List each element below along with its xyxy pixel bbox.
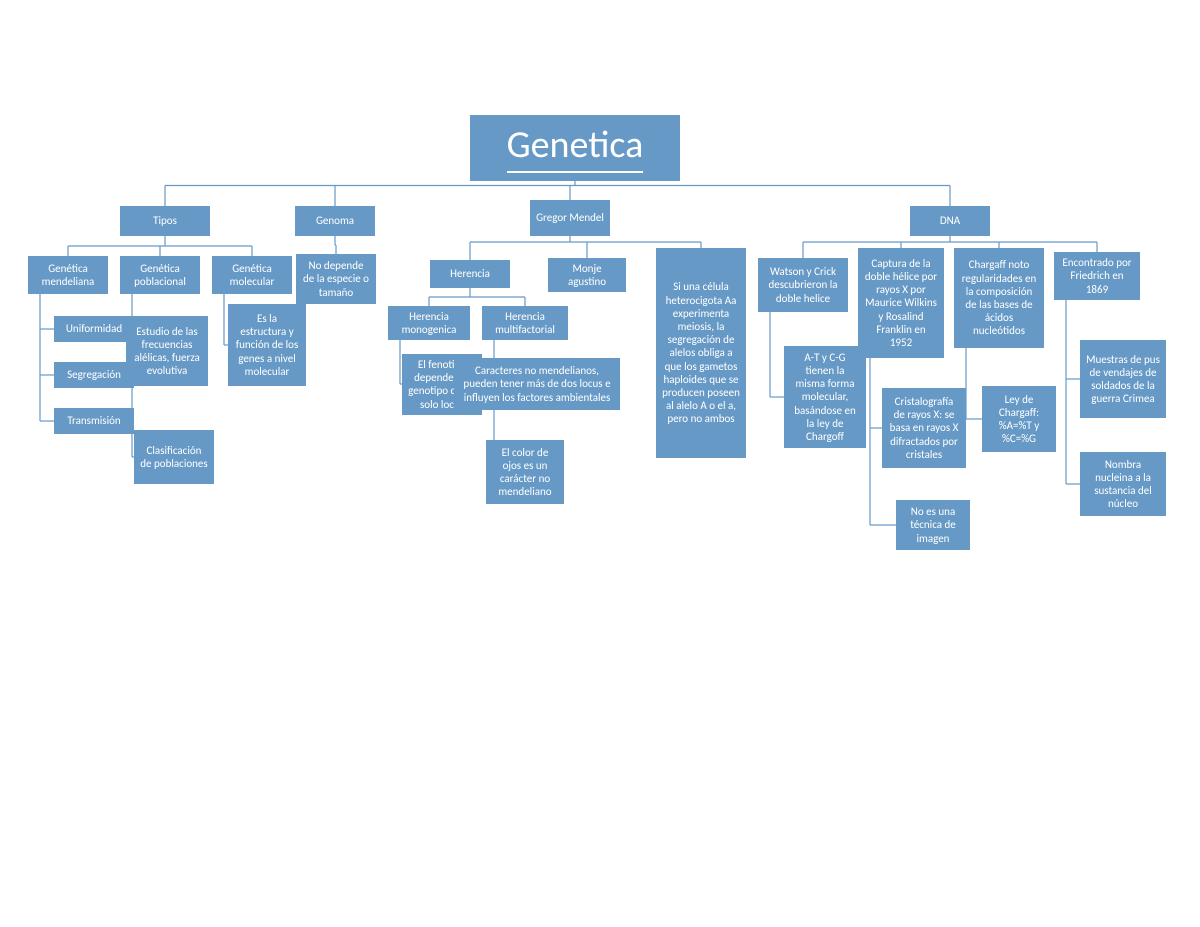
- node-molecular: Genética molecular: [212, 256, 292, 294]
- node-uniformidad: Uniformidad: [54, 316, 134, 342]
- node-at_cg: A-T y C-G tienen la misma forma molecula…: [784, 346, 866, 448]
- node-chargaff_reg: Chargaff noto regularidades en la compos…: [954, 248, 1044, 348]
- node-ley_chargaff: Ley de Chargaff: %A=%T y %C=%G: [982, 386, 1056, 452]
- node-estructura: Es la estructura y función de los genes …: [228, 304, 306, 386]
- node-root: Genetica: [470, 115, 680, 181]
- node-herencia: Herencia: [430, 260, 510, 288]
- node-monje: Monje agustino: [548, 258, 626, 292]
- node-genoma: Genoma: [295, 206, 375, 236]
- title-text: Genetica: [507, 123, 644, 173]
- node-pus: Muestras de pus de vendajes de soldados …: [1080, 340, 1166, 418]
- node-clasif: Clasificación de poblaciones: [134, 430, 214, 484]
- node-frecuencias: Estudio de las frecuencias alélicas, fue…: [126, 316, 208, 386]
- node-cristal: Cristalografía de rayos X: se basa en ra…: [882, 388, 966, 468]
- node-transmision: Transmisión: [54, 408, 134, 434]
- node-captura: Captura de la doble hélice por rayos X p…: [858, 248, 944, 358]
- node-celula: Si una célula heterocigota Aa experiment…: [656, 248, 746, 458]
- node-ojos: El color de ojos es un carácter no mende…: [486, 440, 564, 504]
- node-no_tecnica: No es una técnica de imagen: [896, 500, 970, 550]
- node-watson: Watson y Crick descubrieron la doble hel…: [758, 258, 848, 312]
- node-poblacional: Genética poblacional: [120, 256, 200, 294]
- node-segregacion: Segregación: [54, 362, 134, 388]
- concept-map: Genetica Tipos Genoma Gregor Mendel DNA Genét…: [0, 0, 1200, 927]
- node-mono: Herencia monogenica: [388, 306, 470, 340]
- node-dna: DNA: [910, 206, 990, 236]
- node-no_depende: No depende de la especie o tamaño: [296, 254, 376, 304]
- node-mendeliana: Genética mendeliana: [28, 256, 108, 294]
- node-multi: Herencia multifactorial: [482, 306, 568, 340]
- node-no_mend: Caracteres no mendelianos, pueden tener …: [454, 358, 620, 410]
- node-tipos: Tipos: [120, 206, 210, 236]
- node-encontrado: Encontrado por Friedrich en 1869: [1054, 252, 1140, 300]
- node-nucleina: Nombra nucleina a la sustancia del núcle…: [1080, 452, 1166, 516]
- node-mendel: Gregor Mendel: [530, 200, 610, 236]
